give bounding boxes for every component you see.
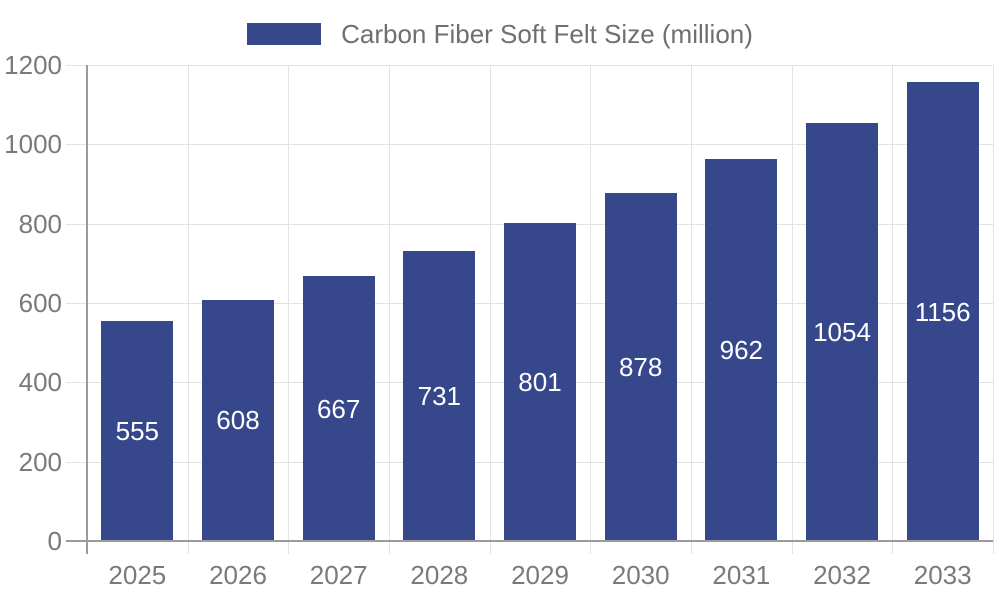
bar-value-label: 667: [316, 393, 361, 424]
x-gridline: [590, 65, 592, 554]
bar: [202, 299, 274, 541]
x-gridline: [489, 65, 491, 554]
x-axis-tick-label: 2027: [309, 560, 368, 590]
legend-label: Carbon Fiber Soft Felt Size (million): [341, 19, 753, 49]
bar-value-label: 608: [216, 405, 260, 436]
x-gridline: [691, 65, 692, 554]
x-axis-tick-label: 2028: [410, 560, 469, 590]
x-axis-tick-label: 2026: [209, 560, 267, 590]
bar: [705, 159, 778, 541]
y-axis-tick-label: 400: [18, 367, 62, 398]
x-gridline: [389, 65, 390, 554]
x-axis-tick-label: 2029: [511, 560, 569, 590]
x-axis-tick-label: 2031: [712, 560, 771, 590]
x-axis-tick-label: 2033: [913, 560, 972, 590]
bar-value-label: 878: [618, 351, 663, 382]
x-gridline: [288, 65, 290, 554]
y-axis-tick-label: 600: [18, 288, 62, 318]
bar: [403, 251, 476, 541]
bar-value-label: 731: [417, 381, 462, 412]
chart-legend[interactable]: Carbon Fiber Soft Felt Size (million): [0, 16, 1000, 52]
bar-value-label: 801: [518, 367, 562, 398]
bar-value-label: 962: [719, 335, 764, 366]
legend-swatch-icon: [247, 23, 322, 45]
bar: [806, 122, 878, 541]
x-gridline: [791, 65, 793, 554]
y-gridline: [66, 144, 993, 146]
y-axis-tick-label: 800: [18, 208, 62, 239]
x-gridline: [187, 65, 189, 554]
bar: [101, 320, 174, 541]
y-gridline: [66, 65, 993, 66]
bar-value-label: 1156: [914, 296, 971, 327]
bar: [302, 276, 375, 541]
y-axis-tick-label: 1200: [4, 50, 62, 80]
bar: [504, 223, 576, 541]
x-axis-tick-label: 2030: [611, 560, 670, 590]
y-axis-tick-label: 0: [47, 526, 62, 556]
bar: [906, 82, 979, 541]
bar-value-label: 555: [115, 415, 160, 446]
y-axis-tick-label: 200: [18, 446, 62, 477]
x-gridline: [892, 65, 894, 554]
y-axis-line: [86, 65, 88, 554]
bar: [604, 192, 677, 541]
x-gridline: [993, 65, 994, 554]
bar-value-label: 1054: [813, 316, 871, 347]
x-axis-tick-label: 2032: [813, 560, 871, 590]
x-axis-tick-label: 2025: [108, 560, 167, 590]
y-axis-tick-label: 1000: [4, 129, 62, 160]
x-axis-line: [66, 540, 993, 542]
